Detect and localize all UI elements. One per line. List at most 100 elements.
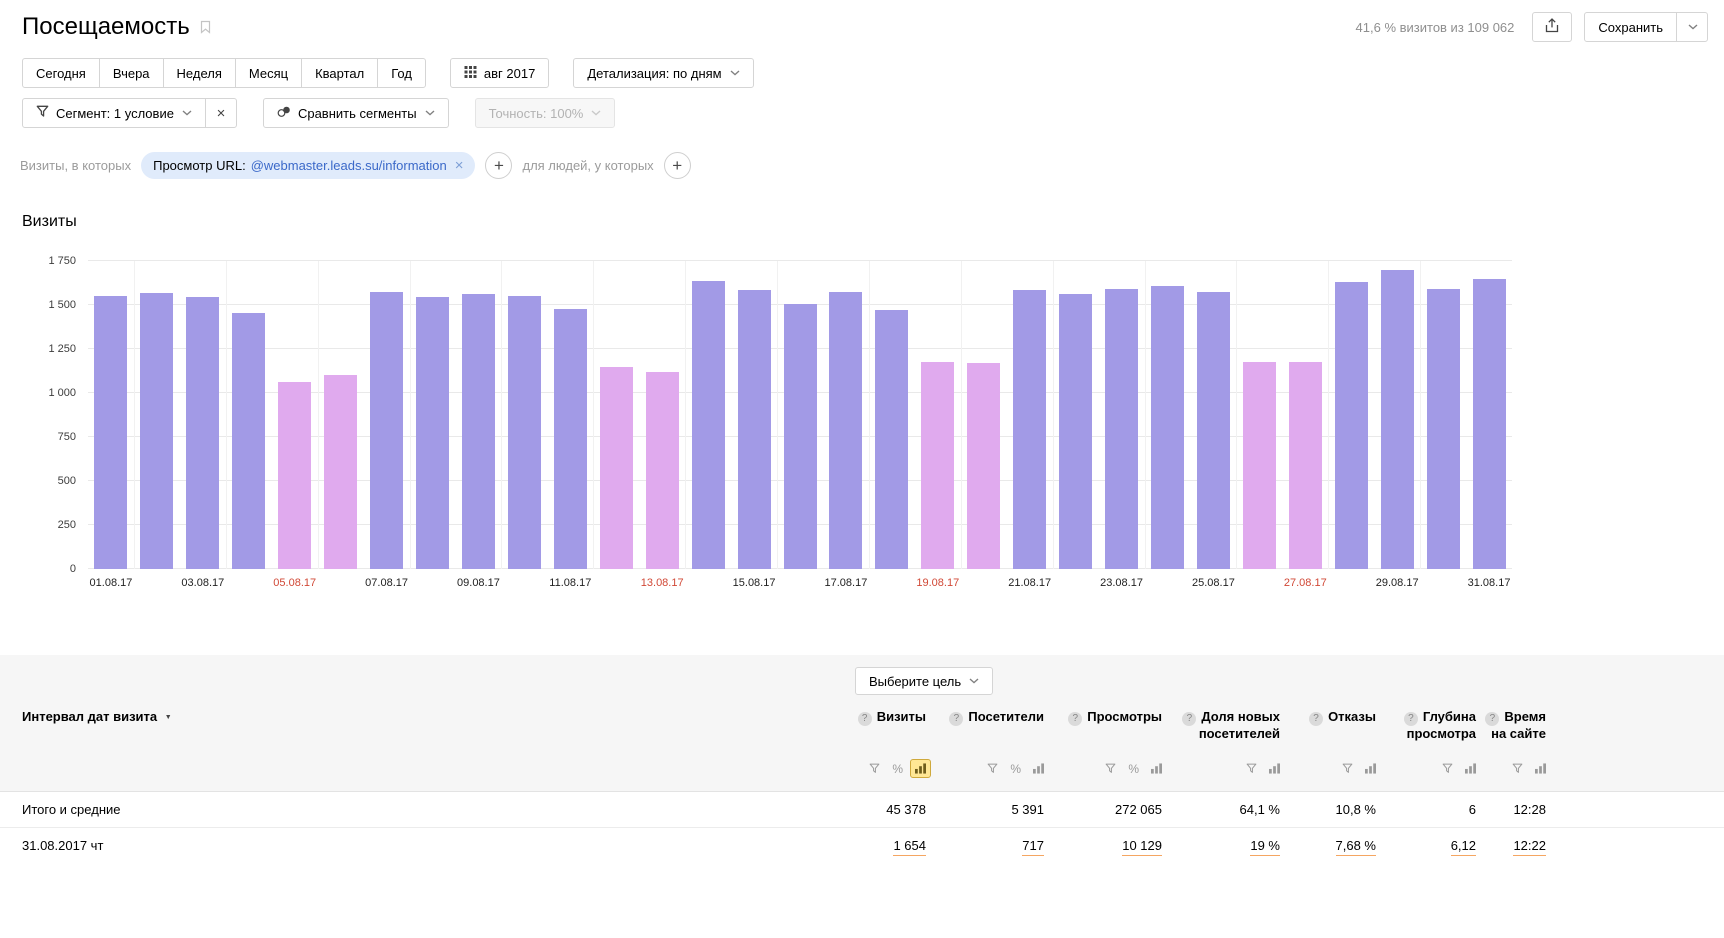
row-label[interactable]: 31.08.2017 чт: [22, 837, 104, 853]
bar-08.08.17[interactable]: [416, 297, 450, 569]
bar-chart-icon[interactable]: [1465, 763, 1476, 774]
metric-value: 6: [1468, 801, 1476, 817]
segment-button[interactable]: Сегмент: 1 условие: [22, 98, 206, 128]
bar-chart-icon[interactable]: [1033, 763, 1044, 774]
filter-icon[interactable]: [1342, 763, 1353, 774]
filter-icon[interactable]: [869, 763, 880, 774]
metric-value[interactable]: 1 654: [893, 837, 926, 856]
dimension-header[interactable]: Интервал дат визита ▼: [0, 709, 816, 743]
segment-clear-button[interactable]: ×: [204, 98, 237, 128]
metric-value[interactable]: 12:22: [1513, 837, 1546, 856]
bar-23.08.17[interactable]: [1105, 289, 1139, 569]
accuracy-button[interactable]: Точность: 100%: [474, 98, 616, 128]
date-range-button[interactable]: авг 2017: [449, 58, 550, 88]
url-filter-chip[interactable]: Просмотр URL: @webmaster.leads.su/inform…: [141, 152, 476, 179]
bar-30.08.17[interactable]: [1426, 289, 1460, 569]
x-axis-label: 15.08.17: [732, 577, 776, 589]
add-people-condition-button[interactable]: +: [663, 152, 691, 179]
bar-31.08.17[interactable]: [1472, 279, 1506, 569]
bar-21.08.17[interactable]: [1013, 290, 1047, 569]
metric-value: 12:28: [1513, 801, 1546, 817]
bar-chart-icon[interactable]: [910, 759, 931, 779]
bar-05.08.17[interactable]: [278, 382, 312, 569]
metric-value[interactable]: 10 129: [1122, 837, 1162, 856]
bar-chart-icon[interactable]: [1535, 763, 1546, 774]
metric-value[interactable]: 6,12: [1450, 837, 1476, 856]
bar-27.08.17[interactable]: [1288, 362, 1322, 569]
bookmark-icon[interactable]: [200, 20, 211, 34]
bar-20.08.17[interactable]: [967, 363, 1001, 569]
bar-28.08.17[interactable]: [1334, 282, 1368, 569]
column-label: Время на сайте: [1491, 709, 1546, 741]
bar-09.08.17[interactable]: [461, 294, 495, 569]
bar-04.08.17[interactable]: [232, 312, 266, 569]
column-header-7[interactable]: ? Время на сайте: [1476, 709, 1546, 743]
period-button-5[interactable]: Квартал: [301, 58, 379, 88]
period-button-6[interactable]: Год: [377, 58, 426, 88]
bar-11.08.17[interactable]: [553, 309, 587, 569]
column-header-6[interactable]: ? Глубина просмотра: [1376, 709, 1476, 743]
metric-value[interactable]: 717: [1022, 837, 1044, 856]
bar-02.08.17[interactable]: [140, 292, 174, 569]
bar-10.08.17[interactable]: [507, 296, 541, 569]
question-icon[interactable]: ?: [1309, 712, 1324, 726]
filter-icon[interactable]: [1246, 763, 1257, 774]
column-header-4[interactable]: ? Доля новых посетителей: [1162, 709, 1280, 743]
bar-22.08.17[interactable]: [1059, 293, 1093, 569]
question-icon[interactable]: ?: [949, 712, 964, 726]
period-button-2[interactable]: Вчера: [98, 58, 164, 88]
bar-14.08.17[interactable]: [691, 281, 725, 569]
bar-chart-icon[interactable]: [1365, 763, 1376, 774]
save-button[interactable]: Сохранить: [1584, 12, 1677, 42]
filter-icon[interactable]: [1442, 763, 1453, 774]
bar-29.08.17[interactable]: [1380, 269, 1414, 569]
question-icon[interactable]: ?: [1068, 712, 1083, 726]
calendar-icon: [464, 65, 477, 81]
bar-12.08.17[interactable]: [599, 366, 633, 569]
column-header-2[interactable]: ? Посетители: [926, 709, 1044, 743]
bar-07.08.17[interactable]: [370, 291, 404, 569]
add-visit-condition-button[interactable]: +: [485, 152, 513, 179]
period-button-3[interactable]: Неделя: [162, 58, 236, 88]
save-dropdown-button[interactable]: [1676, 12, 1708, 42]
bar-24.08.17[interactable]: [1151, 285, 1185, 569]
bar-19.08.17[interactable]: [921, 362, 955, 569]
percent-icon[interactable]: %: [1128, 761, 1139, 776]
period-button-1[interactable]: Сегодня: [22, 58, 100, 88]
export-button[interactable]: [1532, 12, 1573, 42]
table-header-row: Интервал дат визита ▼ ? Визиты? Посетители…: [0, 709, 1724, 743]
bar-chart-icon[interactable]: [1269, 763, 1280, 774]
question-icon[interactable]: ?: [1403, 712, 1418, 726]
bar-26.08.17[interactable]: [1242, 362, 1276, 569]
question-icon[interactable]: ?: [1485, 712, 1500, 726]
filter-icon[interactable]: [1512, 763, 1523, 774]
question-icon[interactable]: ?: [857, 712, 872, 726]
bar-17.08.17[interactable]: [829, 291, 863, 569]
column-header-3[interactable]: ? Просмотры: [1044, 709, 1162, 743]
bar-01.08.17[interactable]: [94, 296, 128, 569]
bar-slot: [685, 261, 731, 569]
bar-18.08.17[interactable]: [875, 310, 909, 569]
table-header-area: Выберите цель Интервал дат визита ▼ ? Виз…: [0, 655, 1724, 791]
detalization-button[interactable]: Детализация: по дням: [573, 58, 754, 88]
bar-13.08.17[interactable]: [645, 371, 679, 569]
filter-icon[interactable]: [1105, 763, 1116, 774]
question-icon[interactable]: ?: [1182, 712, 1197, 726]
metric-value[interactable]: 19 %: [1250, 837, 1280, 856]
percent-icon[interactable]: %: [1010, 761, 1021, 776]
remove-chip-icon[interactable]: ×: [454, 157, 464, 174]
column-header-1[interactable]: ? Визиты: [816, 709, 926, 743]
column-header-5[interactable]: ? Отказы: [1280, 709, 1376, 743]
period-button-4[interactable]: Месяц: [234, 58, 303, 88]
bar-06.08.17[interactable]: [324, 375, 358, 569]
percent-icon[interactable]: %: [892, 761, 903, 776]
compare-segments-button[interactable]: Сравнить сегменты: [262, 98, 449, 128]
bar-25.08.17[interactable]: [1196, 291, 1230, 569]
bar-15.08.17[interactable]: [737, 290, 771, 569]
select-goal-button[interactable]: Выберите цель: [855, 667, 994, 695]
metric-value[interactable]: 7,68 %: [1335, 837, 1376, 856]
bar-16.08.17[interactable]: [783, 304, 817, 569]
bar-03.08.17[interactable]: [186, 297, 220, 569]
filter-icon[interactable]: [987, 763, 998, 774]
bar-chart-icon[interactable]: [1151, 763, 1162, 774]
